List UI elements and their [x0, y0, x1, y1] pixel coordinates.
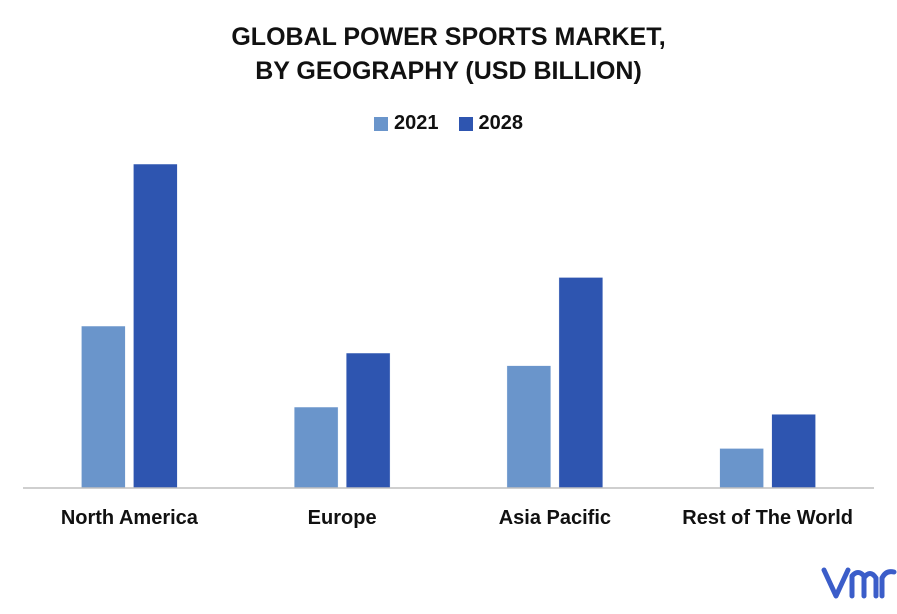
legend-swatch-2028 — [458, 116, 473, 131]
category-label-asia-pacific: Asia Pacific — [499, 507, 611, 529]
chart-title-line-2: BY GEOGRAPHY (USD BILLION) — [255, 57, 642, 85]
vmr-logo-mark — [821, 567, 897, 599]
chart-title: GLOBAL POWER SPORTS MARKET, BY GEOGRAPHY… — [0, 20, 897, 88]
category-label-rest-of-the-world: Rest of The World — [682, 507, 853, 529]
vmr-logo — [821, 567, 897, 599]
category-label-north-america: North America — [61, 507, 199, 529]
bar-asia-pacific-2028 — [558, 277, 604, 489]
category-label-europe: Europe — [308, 507, 377, 529]
bar-rest-of-the-world-2021 — [719, 448, 764, 489]
legend-label-2021: 2021 — [394, 112, 439, 134]
bar-north-america-2028 — [133, 163, 178, 489]
bar-asia-pacific-2021 — [506, 365, 552, 489]
bars-group — [81, 163, 816, 489]
legend-item-2028: 2028 — [458, 112, 524, 135]
bar-europe-2028 — [345, 352, 391, 489]
chart-title-line-1: GLOBAL POWER SPORTS MARKET, — [231, 23, 666, 51]
legend-item-2021: 2021 — [374, 112, 439, 135]
bar-rest-of-the-world-2028 — [771, 413, 816, 489]
chart-legend: 2021 2028 — [0, 112, 897, 135]
legend-swatch-2021 — [374, 116, 388, 131]
bar-north-america-2021 — [81, 325, 126, 489]
legend-label-2028: 2028 — [478, 112, 524, 134]
bar-europe-2021 — [293, 406, 339, 489]
category-labels-group: North America Europe Asia Pacific Rest of T… — [61, 507, 853, 529]
